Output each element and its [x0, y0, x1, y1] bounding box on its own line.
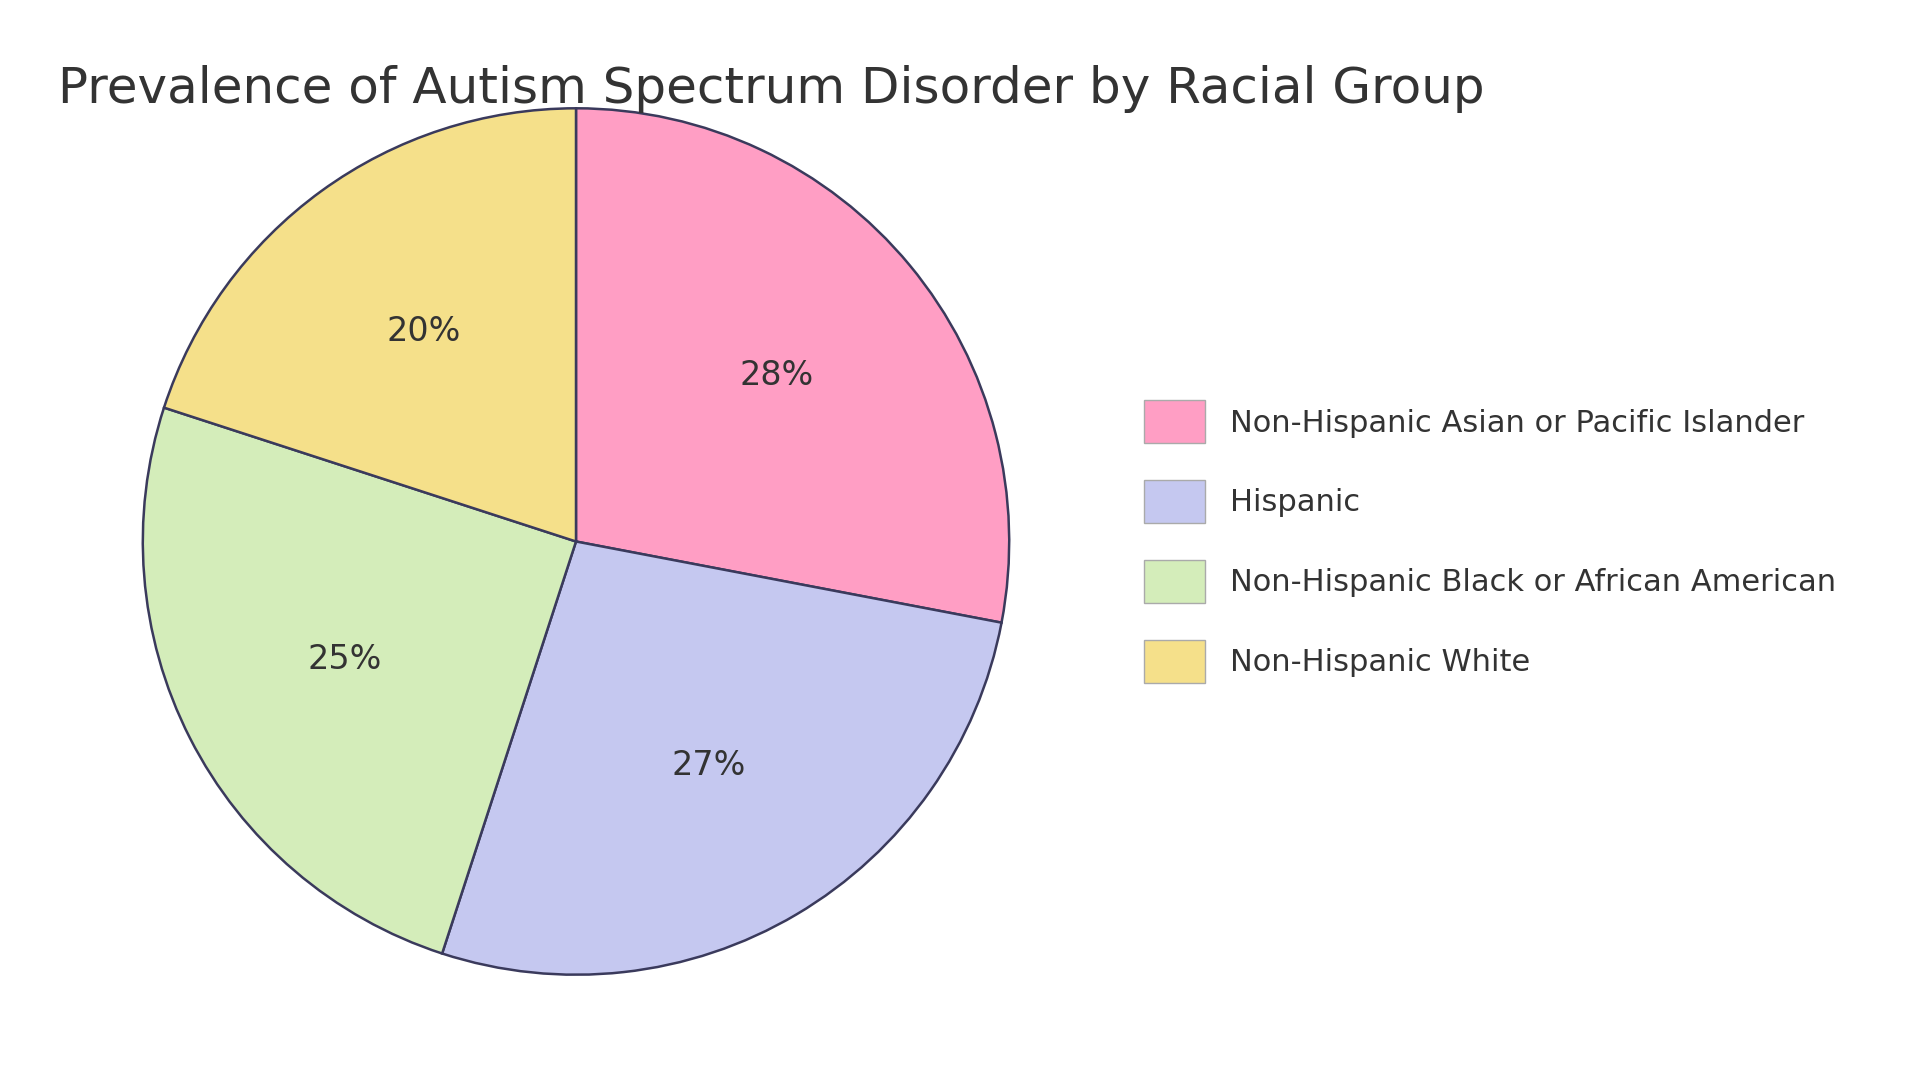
Text: Prevalence of Autism Spectrum Disorder by Racial Group: Prevalence of Autism Spectrum Disorder b… [58, 65, 1484, 113]
Wedge shape [576, 108, 1010, 623]
Text: 20%: 20% [386, 315, 461, 348]
Wedge shape [142, 407, 576, 953]
Text: 27%: 27% [672, 748, 745, 782]
Text: 25%: 25% [307, 643, 382, 676]
Wedge shape [442, 542, 1002, 975]
Legend: Non-Hispanic Asian or Pacific Islander, Hispanic, Non-Hispanic Black or African : Non-Hispanic Asian or Pacific Islander, … [1129, 384, 1851, 699]
Wedge shape [163, 108, 576, 542]
Text: 28%: 28% [739, 360, 814, 392]
